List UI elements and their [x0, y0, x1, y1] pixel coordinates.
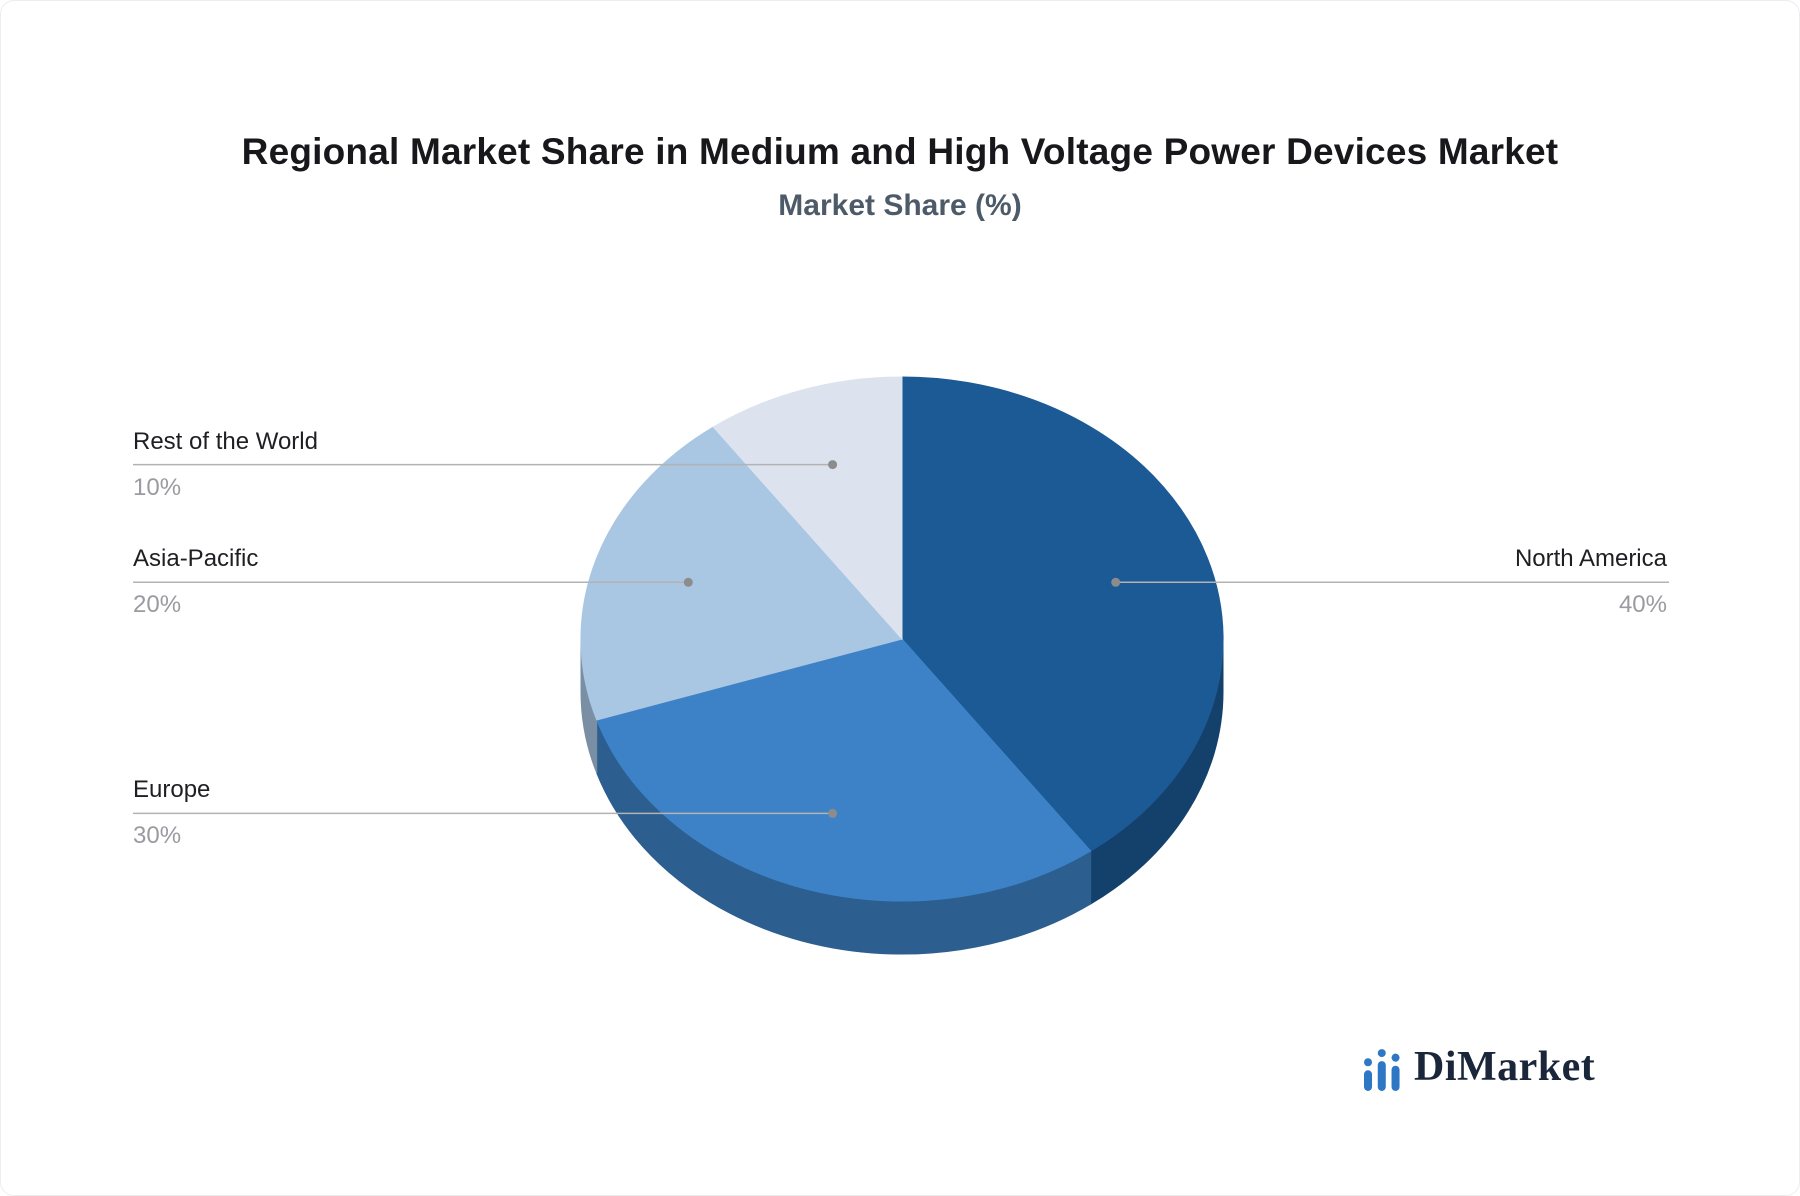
- slice-label-north-america: North America: [1514, 545, 1667, 573]
- slice-label-rest-of-world: Rest of the World: [133, 427, 318, 455]
- bar-chart-icon: [1364, 1049, 1400, 1091]
- callout-asia-pacific: Asia-Pacific 20%: [133, 544, 258, 620]
- logo-text: DiMarket: [1414, 1044, 1596, 1090]
- callout-rest-of-world: Rest of the World 10%: [133, 427, 318, 503]
- callout-europe: Europe 30%: [133, 775, 210, 851]
- pie-slice-2: [580, 426, 903, 721]
- slice-value-rest-of-world: 10%: [133, 473, 182, 501]
- chart-title: Regional Market Share in Medium and High…: [241, 131, 1559, 172]
- dimarket-logo: DiMarket: [1364, 1043, 1595, 1091]
- chart-subtitle: Market Share (%): [778, 189, 1022, 222]
- pie-slice-3: [712, 376, 903, 641]
- slice-label-asia-pacific: Asia-Pacific: [133, 545, 259, 573]
- slice-value-north-america: 40%: [1618, 591, 1667, 619]
- slice-value-asia-pacific: 20%: [133, 591, 182, 619]
- slice-label-europe: Europe: [133, 776, 211, 804]
- pie-slice-0: [901, 376, 1224, 852]
- pie-slice-1: [596, 638, 1092, 902]
- slice-value-europe: 30%: [133, 822, 182, 850]
- callout-north-america: North America 40%: [1515, 544, 1667, 620]
